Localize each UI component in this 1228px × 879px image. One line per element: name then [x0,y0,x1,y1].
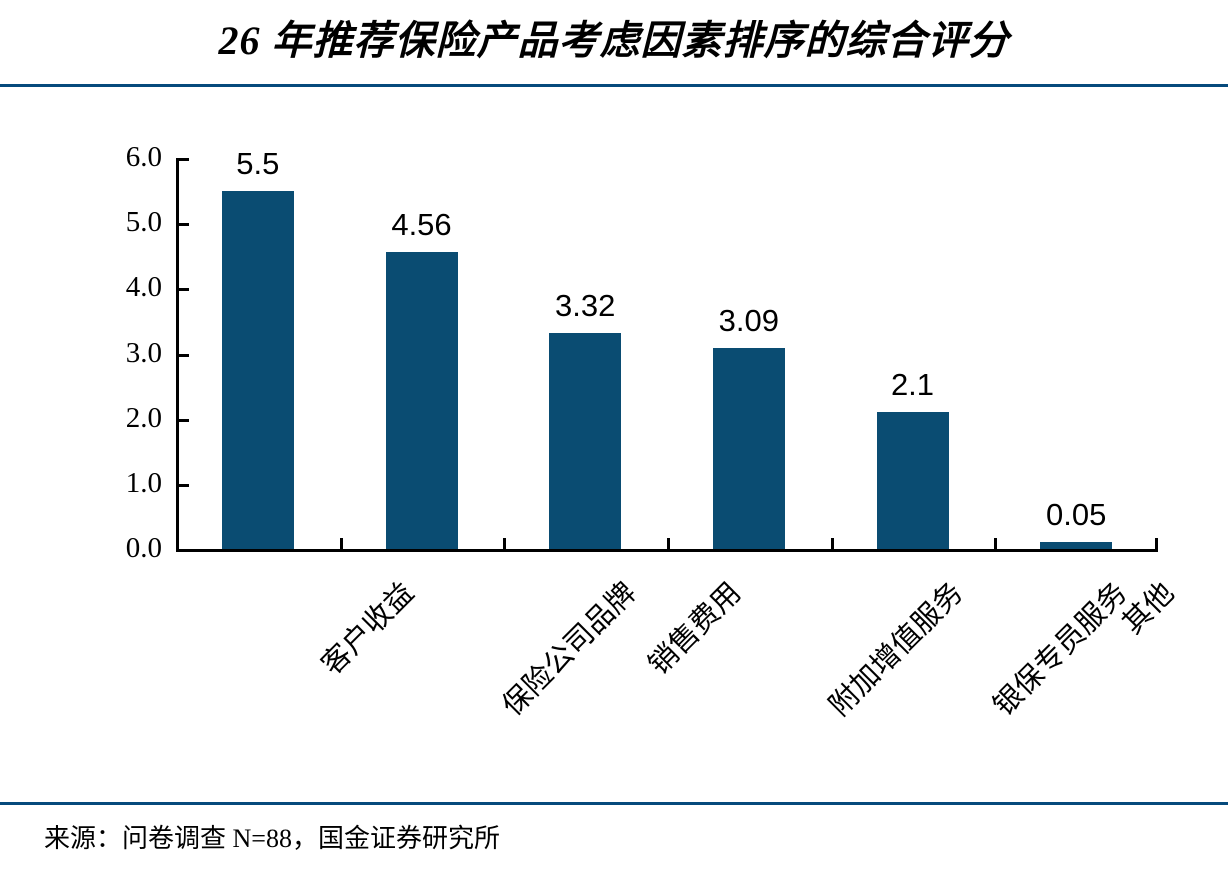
y-axis-tick [179,223,189,227]
x-axis-tick [503,538,507,549]
bar-value-label: 2.1 [890,367,935,403]
bar-value-label: 4.56 [391,206,452,242]
x-axis-category-label: 附加增值服务 [823,576,970,723]
bar-value-label: 3.32 [554,287,616,323]
bar[interactable] [221,190,294,549]
x-axis-category-label: 其他 [1116,576,1181,641]
bar-value-label: 0.05 [1045,497,1107,532]
x-axis-tick [830,538,834,549]
bar[interactable] [385,251,458,549]
x-axis-category-label: 客户收益 [315,576,421,682]
y-axis-tick [179,158,189,161]
footer-divider [0,802,1228,805]
y-axis-line [176,158,179,552]
page-title: 26 年推荐保险产品考虑因素排序的综合评分 [218,18,1010,63]
x-axis-line [176,549,1158,552]
bar[interactable] [549,332,622,549]
y-axis-tick-label-text: 5.0 [125,206,162,239]
y-axis-tick-label-text: 6.0 [125,141,162,173]
y-axis-tick-label: 6.0 [92,143,162,172]
y-axis-tick-label-text: 3.0 [125,336,162,369]
bar[interactable] [1040,542,1113,549]
x-axis-category-label: 保险公司品牌 [496,576,642,723]
y-axis-tick [179,418,189,422]
y-axis-tick [179,549,189,552]
x-axis-category-label: 银保专员服务 [987,576,1133,723]
x-axis-tick [339,538,343,549]
x-axis-tick [667,538,670,549]
title-divider [0,84,1228,87]
bar[interactable] [876,412,949,549]
y-axis-tick [179,353,189,357]
y-axis-tick-label-text: 4.0 [125,271,162,304]
source-note: 来源：问卷调查 N=88，国金证券研究所 [44,824,500,853]
x-axis-end-tick [1155,538,1158,549]
bar-value-label: 5.5 [236,145,280,181]
y-axis-tick-label-text: 2.0 [125,401,162,434]
x-axis-category-label: 销售费用 [642,576,748,682]
y-axis-tick-label: 2.0 [92,401,162,434]
y-axis-tick [179,483,189,487]
y-axis-tick-label: 3.0 [92,336,162,369]
y-axis-tick-label: 5.0 [92,208,162,237]
y-axis-tick-label-text: 1.0 [125,466,162,499]
bar[interactable] [712,347,785,549]
y-axis-tick-label-text: 0.0 [125,532,162,564]
x-axis-tick [994,538,998,549]
y-axis-tick-label: 0.0 [92,534,162,563]
bar-value-label: 3.09 [718,302,779,338]
y-axis-tick [179,288,189,292]
y-axis-tick-label: 4.0 [92,273,162,302]
y-axis-tick-label: 1.0 [92,466,162,499]
